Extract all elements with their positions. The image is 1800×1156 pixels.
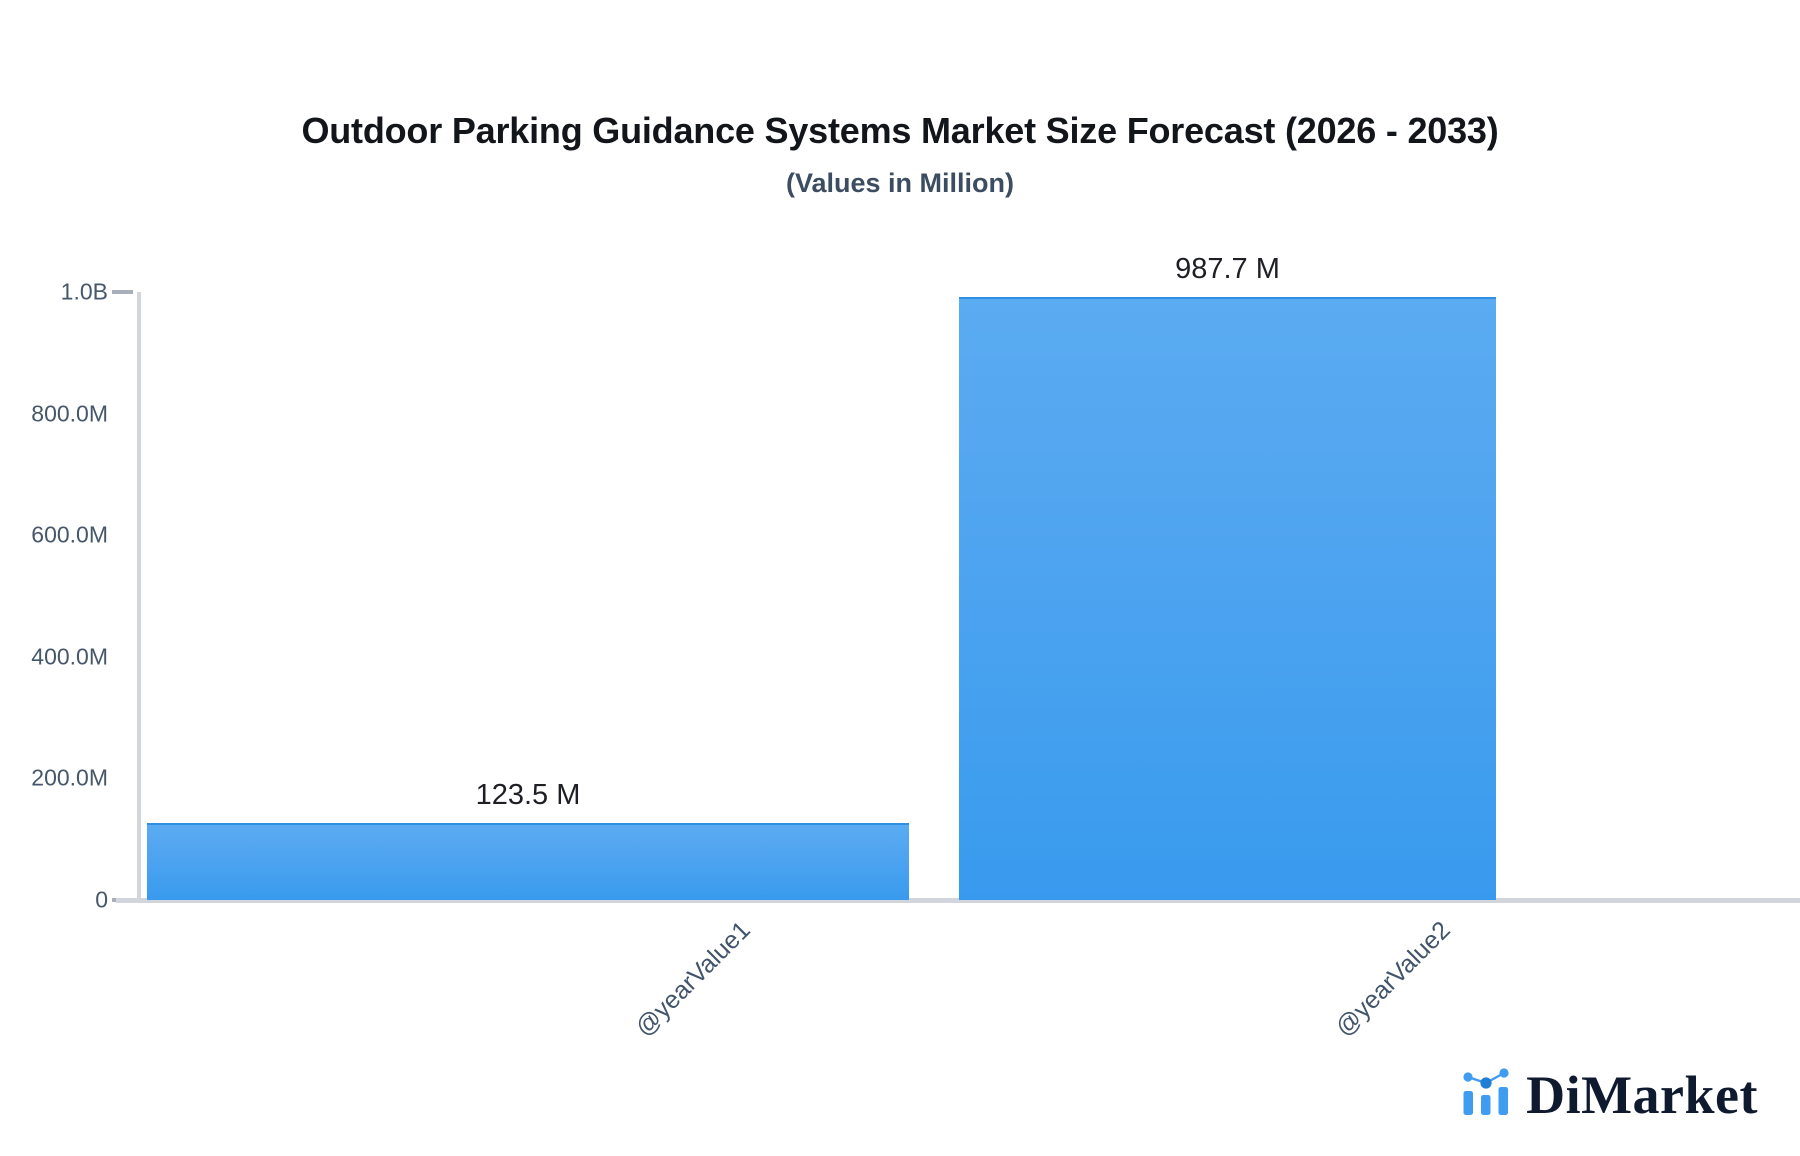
y-axis-tick-label: 0 — [95, 886, 108, 913]
bar-chart-icon — [1460, 1067, 1512, 1122]
dimarket-logo: DiMarket — [1460, 1067, 1758, 1122]
y-axis-tick-label: 200.0M — [31, 764, 108, 791]
y-axis-tick-label: 400.0M — [31, 643, 108, 670]
bar-value-label: 123.5 M — [475, 778, 581, 811]
y-axis-line — [137, 292, 141, 900]
x-axis-category-label: @yearValue2 — [1329, 916, 1456, 1042]
x-axis-baseline — [116, 898, 1800, 903]
bar[interactable] — [147, 822, 909, 900]
chart-title: Outdoor Parking Guidance Systems Market … — [301, 110, 1499, 151]
y-axis-tick-label: 600.0M — [31, 521, 108, 548]
bar[interactable] — [959, 297, 1496, 900]
x-axis-category-label: @yearValue1 — [629, 916, 756, 1042]
logo-wordmark: DiMarket — [1526, 1064, 1758, 1125]
plot-area: 123.5 M @yearValue1 987.7 M @yearValue2 — [140, 253, 1790, 1042]
chart-subtitle: (Values in Million) — [785, 168, 1015, 198]
y-axis-tick-label: 1.0B — [60, 278, 108, 305]
y-axis-tick-mark — [112, 290, 133, 294]
bar-value-label: 987.7 M — [1175, 253, 1280, 286]
y-axis-tick-label: 800.0M — [31, 400, 108, 427]
y-axis-labels: 1.0B 800.0M 600.0M 400.0M 200.0M 0 — [0, 0, 133, 1156]
